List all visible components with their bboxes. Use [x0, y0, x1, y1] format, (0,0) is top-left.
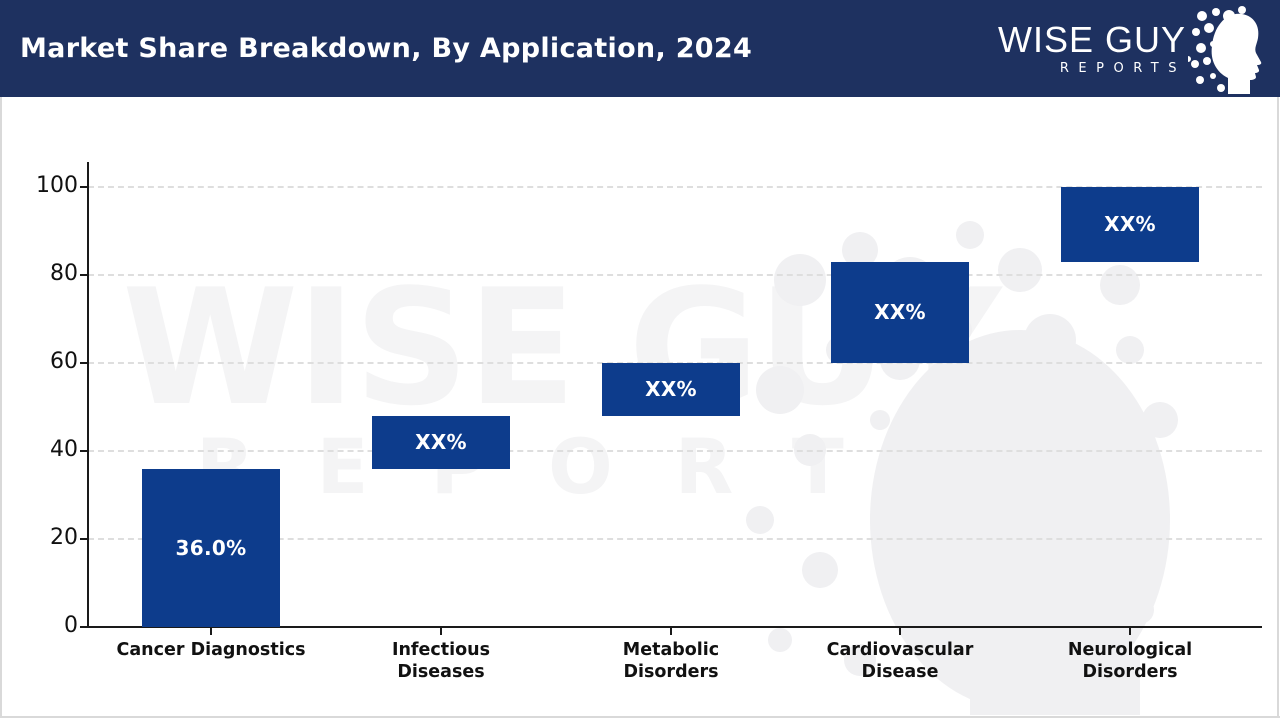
x-tick-mark-0 — [210, 628, 212, 635]
y-tick-label-60: 60 — [50, 349, 78, 374]
y-axis-line — [87, 162, 89, 628]
bar-value-label: XX% — [645, 377, 697, 402]
gridline-20 — [88, 538, 1262, 540]
y-tick-label-100: 100 — [36, 173, 78, 198]
x-category-label: Neurological Disorders — [1067, 640, 1193, 682]
x-category-label: Cancer Diagnostics — [116, 640, 306, 660]
x-category-label: Cardiovascular Disease — [826, 640, 974, 682]
page-border-left — [0, 97, 2, 717]
y-tick-mark-40 — [80, 450, 88, 452]
gridline-80 — [88, 274, 1262, 276]
bar-value-label: XX% — [874, 300, 926, 325]
x-category-label: Metabolic Disorders — [622, 640, 720, 682]
bar-value-label: XX% — [1104, 212, 1156, 237]
gridline-40 — [88, 450, 1262, 452]
bar-segment: 36.0% — [142, 468, 280, 627]
x-tick-mark-1 — [440, 628, 442, 635]
bar-segment: XX% — [1061, 187, 1199, 262]
bar-segment: XX% — [831, 261, 969, 363]
watermark-text-2: REPORTS — [196, 422, 1023, 511]
bar-value-label: XX% — [415, 430, 467, 455]
brand-logo: WISE GUY REPORTS — [998, 4, 1266, 94]
bar-segment: XX% — [602, 363, 740, 416]
x-category-label: Infectious Diseases — [391, 640, 491, 682]
page-border-right — [1277, 97, 1279, 717]
bar-segment: XX% — [372, 415, 510, 469]
y-tick-mark-80 — [80, 274, 88, 276]
brand-logo-text: WISE GUY REPORTS — [997, 19, 1186, 76]
gridline-100 — [88, 186, 1262, 188]
x-tick-mark-3 — [899, 628, 901, 635]
x-tick-mark-2 — [670, 628, 672, 635]
bar-value-label: 36.0% — [175, 535, 247, 560]
header-bar: Market Share Breakdown, By Application, … — [0, 0, 1280, 97]
y-tick-mark-0 — [80, 626, 88, 628]
y-tick-mark-100 — [80, 186, 88, 188]
y-tick-label-20: 20 — [50, 525, 78, 550]
y-tick-label-80: 80 — [50, 261, 78, 286]
x-tick-mark-4 — [1129, 628, 1131, 635]
brand-name: WISE GUY — [997, 19, 1186, 60]
y-tick-mark-60 — [80, 362, 88, 364]
page-border-bottom — [0, 716, 1280, 718]
brand-subtitle: REPORTS — [1059, 61, 1186, 76]
y-tick-mark-20 — [80, 538, 88, 540]
x-axis-line — [87, 626, 1262, 628]
y-tick-label-0: 0 — [64, 613, 78, 638]
y-tick-label-40: 40 — [50, 437, 78, 462]
page-title: Market Share Breakdown, By Application, … — [20, 33, 753, 64]
brand-face-icon — [1188, 5, 1262, 94]
